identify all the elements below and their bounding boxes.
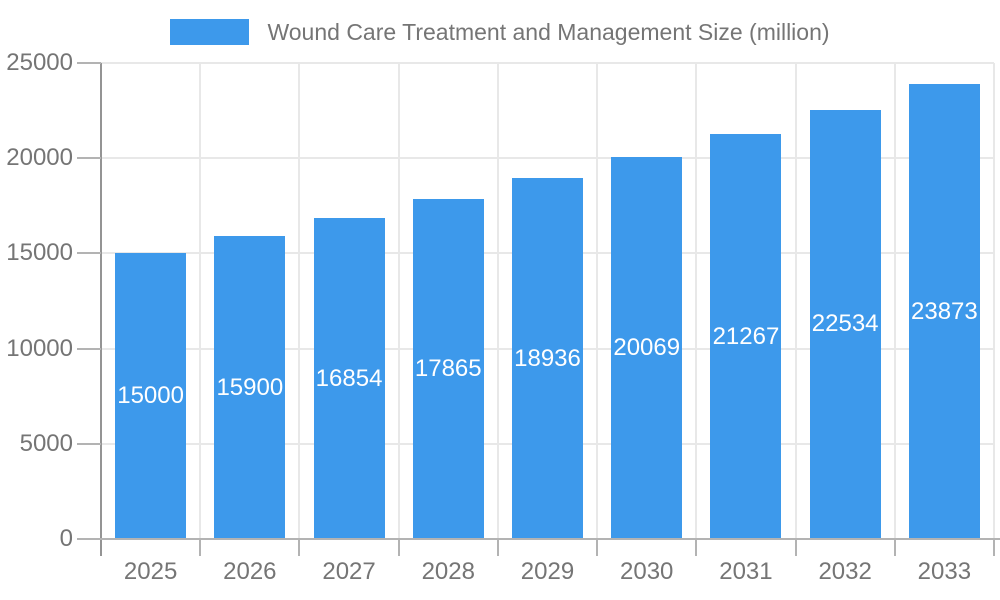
y-axis-tick bbox=[77, 62, 101, 64]
x-tick-label: 2029 bbox=[520, 558, 575, 585]
y-axis-tick bbox=[77, 157, 101, 160]
v-gridline bbox=[695, 63, 698, 539]
bar-value-label: 15900 bbox=[216, 373, 284, 401]
x-axis-tick bbox=[397, 540, 400, 556]
x-tick-label: 2033 bbox=[917, 558, 972, 585]
bar-value-label: 17865 bbox=[414, 354, 482, 382]
y-axis-tick bbox=[77, 347, 101, 350]
y-axis-tick bbox=[77, 538, 101, 540]
x-tick-label: 2031 bbox=[719, 558, 773, 585]
x-axis-line bbox=[100, 538, 1000, 540]
v-gridline bbox=[397, 63, 400, 539]
y-tick-label: 10000 bbox=[6, 334, 73, 362]
y-axis-tick bbox=[77, 442, 101, 445]
y-tick-label: 25000 bbox=[6, 49, 73, 76]
x-axis-tick bbox=[298, 540, 301, 556]
bar-value-label: 21267 bbox=[712, 322, 780, 350]
x-axis-tick bbox=[199, 540, 202, 556]
v-gridline bbox=[298, 63, 301, 539]
v-gridline bbox=[496, 63, 499, 539]
bar-value-label: 22534 bbox=[811, 310, 879, 338]
bar-value-label: 18936 bbox=[514, 344, 581, 372]
x-tick-label: 2032 bbox=[818, 558, 872, 585]
v-gridline bbox=[993, 63, 995, 539]
v-gridline bbox=[596, 63, 599, 539]
legend-label: Wound Care Treatment and Management Size… bbox=[267, 18, 830, 45]
x-axis-tick bbox=[695, 540, 698, 556]
x-tick-label: 2025 bbox=[123, 558, 178, 585]
bar-2025[interactable]: 15000 bbox=[115, 253, 187, 539]
bar-value-label: 20069 bbox=[613, 333, 681, 361]
bar-2033[interactable]: 23873 bbox=[908, 84, 980, 539]
x-axis-tick bbox=[893, 540, 896, 556]
bar-2030[interactable]: 20069 bbox=[611, 156, 683, 539]
v-gridline bbox=[893, 63, 896, 539]
x-tick-label: 2026 bbox=[223, 558, 277, 585]
v-gridline bbox=[199, 63, 202, 539]
x-tick-label: 2030 bbox=[620, 558, 674, 585]
y-tick-label: 0 bbox=[59, 525, 73, 552]
v-gridline bbox=[794, 63, 797, 539]
y-tick-label: 20000 bbox=[6, 144, 73, 172]
bar-value-label: 16854 bbox=[315, 364, 383, 392]
bar-2031[interactable]: 21267 bbox=[710, 134, 782, 539]
bar-value-label: 23873 bbox=[911, 297, 978, 325]
legend[interactable]: Wound Care Treatment and Management Size… bbox=[0, 17, 1000, 47]
x-axis-tick bbox=[496, 540, 499, 556]
bar-2026[interactable]: 15900 bbox=[214, 236, 286, 539]
bar-value-label: 15000 bbox=[117, 382, 184, 410]
y-axis-line bbox=[100, 63, 102, 556]
bar-2032[interactable]: 22534 bbox=[809, 109, 881, 539]
x-axis-tick bbox=[100, 540, 102, 556]
y-tick-label: 15000 bbox=[6, 239, 73, 267]
x-axis-tick bbox=[596, 540, 599, 556]
y-axis-tick bbox=[77, 252, 101, 255]
x-tick-label: 2027 bbox=[322, 558, 376, 585]
x-tick-label: 2028 bbox=[421, 558, 475, 585]
legend-swatch bbox=[170, 19, 250, 45]
bar-2027[interactable]: 16854 bbox=[313, 218, 385, 539]
h-gridline bbox=[101, 62, 994, 64]
bar-2029[interactable]: 18936 bbox=[512, 178, 583, 539]
bar-2028[interactable]: 17865 bbox=[412, 198, 484, 539]
x-axis-tick bbox=[993, 540, 995, 556]
y-tick-label: 5000 bbox=[19, 429, 73, 457]
plot-area: 15000 15900 16854 17865 18936 20069 21267 22534… bbox=[101, 62, 995, 539]
h-gridline bbox=[101, 157, 994, 160]
x-axis-tick bbox=[794, 540, 797, 556]
